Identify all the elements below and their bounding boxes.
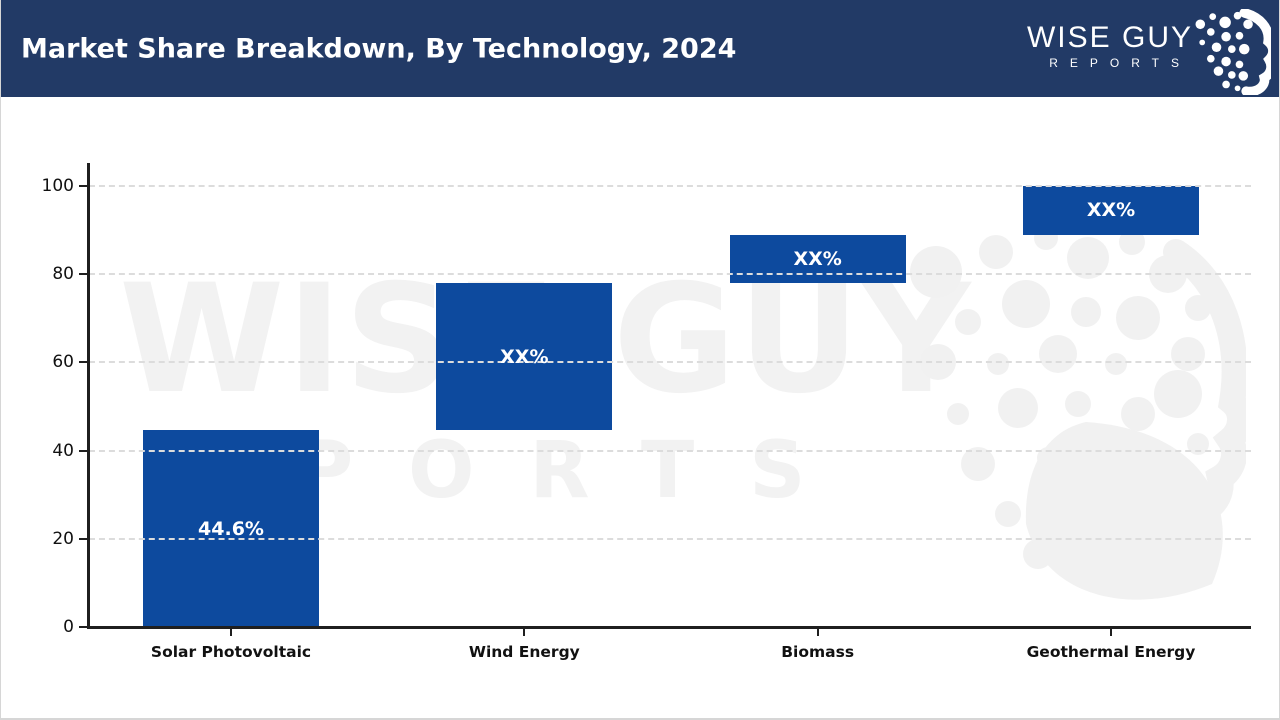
header: Market Share Breakdown, By Technology, 2…: [1, 0, 1279, 97]
y-axis-spine: [87, 163, 90, 629]
x-axis-tick: [816, 628, 819, 636]
y-axis-tick-label: 100: [41, 176, 74, 196]
bar-value-label: XX%: [500, 345, 549, 368]
x-axis-tick: [230, 628, 232, 636]
bar-value-label: XX%: [793, 247, 842, 270]
logo-wordmark: WISE GUY: [1026, 21, 1193, 54]
x-axis-tick: [523, 628, 526, 636]
gridline: [89, 537, 1251, 540]
y-axis-tick: [79, 626, 89, 628]
x-axis-category-label: Wind Energy: [468, 643, 580, 661]
y-axis-tick: [79, 537, 89, 540]
watermark-subtext: PORTS: [296, 426, 861, 516]
bar-value-label: 44.6%: [198, 517, 264, 540]
y-axis-tick: [79, 273, 89, 276]
logo-subtext: REPORTS: [1049, 56, 1191, 70]
x-axis-spine: [87, 626, 1251, 629]
y-axis-tick-label: 20: [52, 528, 74, 549]
bar-segment-geothermal-energy: [1022, 186, 1199, 235]
bar-segment-solar-photovoltaic: [143, 430, 319, 627]
y-axis-tick-label: 60: [52, 352, 74, 373]
y-axis-tick-label: 40: [52, 440, 74, 461]
gridline: [89, 273, 1251, 276]
y-axis-tick: [79, 361, 89, 364]
wiseguy-logo: WISE GUY REPORTS: [1016, 7, 1271, 95]
chart-title: Market Share Breakdown, By Technology, 2…: [21, 33, 737, 64]
y-axis-tick: [79, 185, 89, 187]
bar-segment-wind-energy: [436, 283, 613, 431]
bar-value-label: XX%: [1086, 199, 1136, 222]
logo-text: WISE GUY REPORTS: [1027, 21, 1193, 70]
y-axis-tick-label: 0: [63, 617, 74, 637]
x-axis-tick: [1109, 628, 1112, 636]
x-axis-category-label: Solar Photovoltaic: [150, 643, 312, 661]
y-axis-tick-label: 80: [52, 264, 74, 285]
x-axis-category-label: Biomass: [781, 643, 855, 661]
gridline: [89, 185, 1251, 187]
plot: 0 20 40 60 80 100 44.6% Solar Photovoltaic XX% Wi…: [1, 97, 1279, 718]
gridline: [89, 361, 1251, 364]
watermark-face-icon: [910, 226, 1246, 600]
chart-area: WISE GUY PORTS 0 20 40 60 80 100 44.6% Solar Ph…: [1, 97, 1279, 718]
y-axis-tick: [79, 449, 89, 452]
x-axis-category-label: Geothermal Energy: [1026, 643, 1196, 661]
logo-face-icon: [1195, 9, 1271, 95]
gridline: [89, 449, 1251, 452]
